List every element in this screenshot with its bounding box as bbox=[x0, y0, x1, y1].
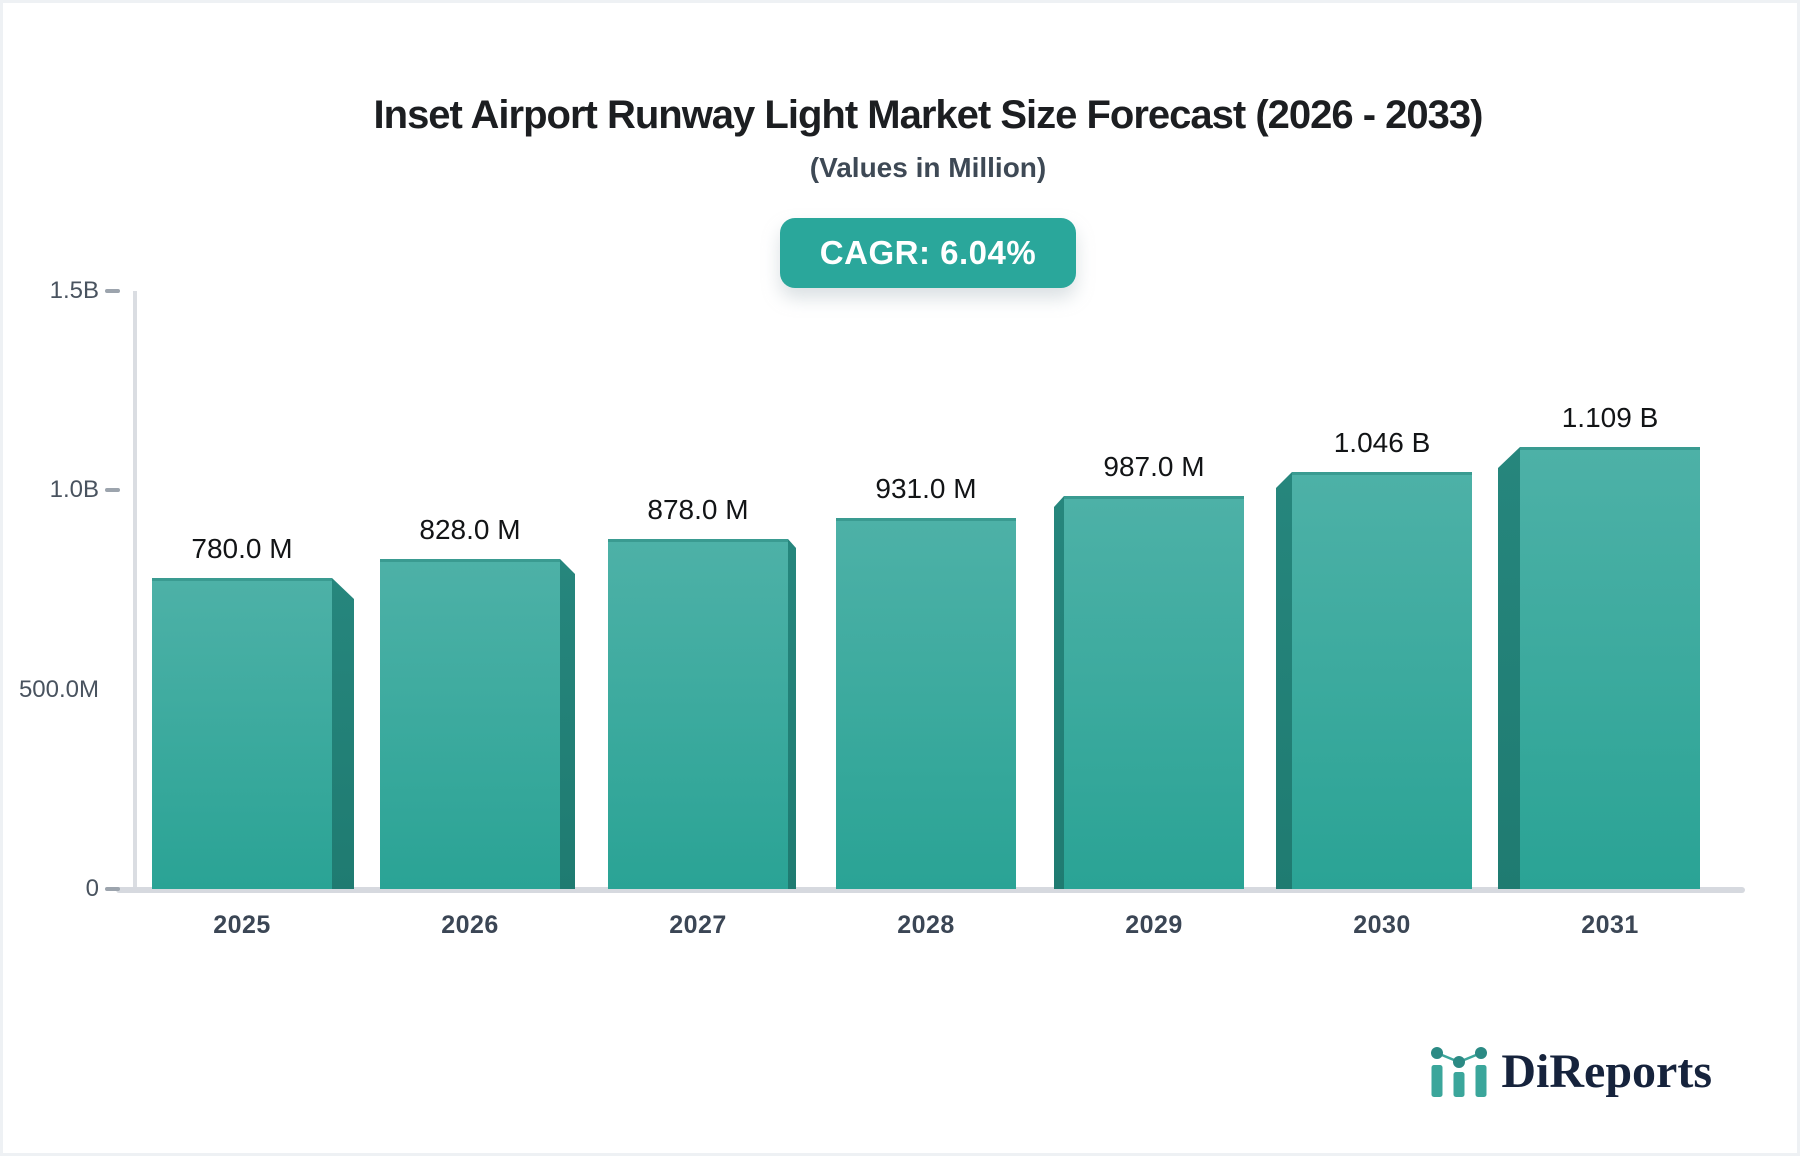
bar-value-label: 987.0 M bbox=[1103, 451, 1205, 482]
bar-value-label: 780.0 M bbox=[191, 533, 293, 564]
y-tick-label: 1.5B bbox=[49, 277, 99, 304]
y-tick-label: 0 bbox=[85, 875, 99, 902]
y-axis-line bbox=[133, 291, 137, 892]
bar-2031[interactable] bbox=[1520, 447, 1700, 889]
y-tick-dash bbox=[105, 488, 120, 493]
bar-3d-side bbox=[332, 578, 354, 889]
bar-3d-side bbox=[560, 559, 575, 889]
x-axis-line bbox=[116, 887, 1745, 893]
brand-name: DiReports bbox=[1501, 1044, 1712, 1098]
bar-value-label: 1.109 B bbox=[1561, 402, 1659, 433]
bar-3d-side bbox=[1498, 447, 1520, 889]
x-axis-label: 2030 bbox=[1353, 911, 1411, 939]
y-tick-dash bbox=[105, 289, 120, 293]
y-tick-dash bbox=[105, 887, 120, 891]
x-axis-label: 2029 bbox=[1125, 911, 1183, 939]
y-tick-label: 1.0B bbox=[49, 476, 99, 504]
bar-3d-side bbox=[1054, 496, 1064, 889]
chart-header: Inset Airport Runway Light Market Size F… bbox=[58, 93, 1797, 288]
bar-2027[interactable] bbox=[608, 539, 788, 889]
bar-2025[interactable] bbox=[152, 578, 332, 889]
cagr-badge: CAGR: 6.04% bbox=[779, 218, 1077, 288]
plot-area: 0 500.0M 1.0B 1.5B 780.0 M 2025 828.0 M 2026 878… bbox=[3, 3, 1797, 1153]
bar-value-label: 878.0 M bbox=[647, 494, 749, 525]
chart-card: Inset Airport Runway Light Market Size F… bbox=[3, 3, 1797, 1153]
x-axis-label: 2028 bbox=[897, 911, 955, 939]
bar-value-label: 931.0 M bbox=[875, 473, 977, 504]
x-axis-label: 2025 bbox=[213, 911, 271, 939]
bar-value-label: 828.0 M bbox=[419, 514, 521, 545]
x-axis-label: 2026 bbox=[441, 911, 499, 939]
chart-title: Inset Airport Runway Light Market Size F… bbox=[373, 93, 1484, 137]
bar-2029[interactable] bbox=[1064, 496, 1244, 889]
bar-2030[interactable] bbox=[1292, 472, 1472, 889]
bar-chart-logo-icon bbox=[1431, 1047, 1488, 1097]
chart-subtitle: (Values in Million) bbox=[809, 152, 1047, 183]
bar-value-label: 1.046 B bbox=[1333, 427, 1431, 458]
y-tick-label: 500.0M bbox=[18, 675, 99, 703]
bar-2028[interactable] bbox=[836, 518, 1016, 889]
bar-3d-side bbox=[1276, 472, 1292, 889]
x-axis-label: 2027 bbox=[669, 911, 727, 939]
x-axis-label: 2031 bbox=[1581, 911, 1639, 939]
bar-3d-side bbox=[788, 539, 796, 889]
bar-2026[interactable] bbox=[380, 559, 560, 889]
brand-logo: DiReports bbox=[1429, 1039, 1712, 1103]
